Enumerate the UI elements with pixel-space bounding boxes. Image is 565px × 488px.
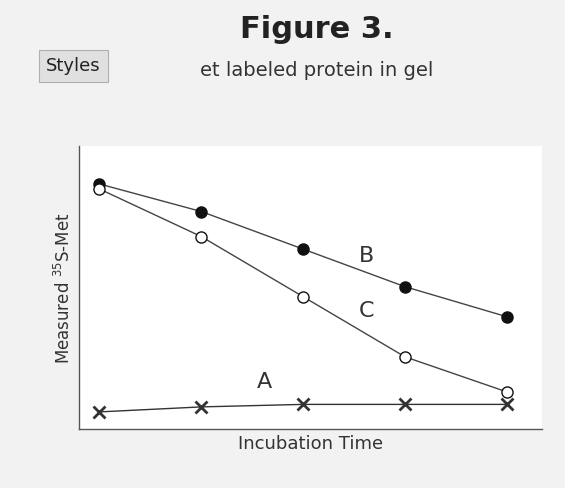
X-axis label: Incubation Time: Incubation Time: [238, 435, 383, 453]
Text: et labeled protein in gel: et labeled protein in gel: [199, 61, 433, 80]
Text: B: B: [359, 245, 375, 265]
Text: Figure 3.: Figure 3.: [240, 15, 393, 43]
Text: C: C: [359, 301, 375, 321]
Y-axis label: Measured $^{35}$S-Met: Measured $^{35}$S-Met: [54, 212, 73, 364]
Text: Styles: Styles: [46, 57, 101, 75]
Text: A: A: [257, 372, 272, 392]
